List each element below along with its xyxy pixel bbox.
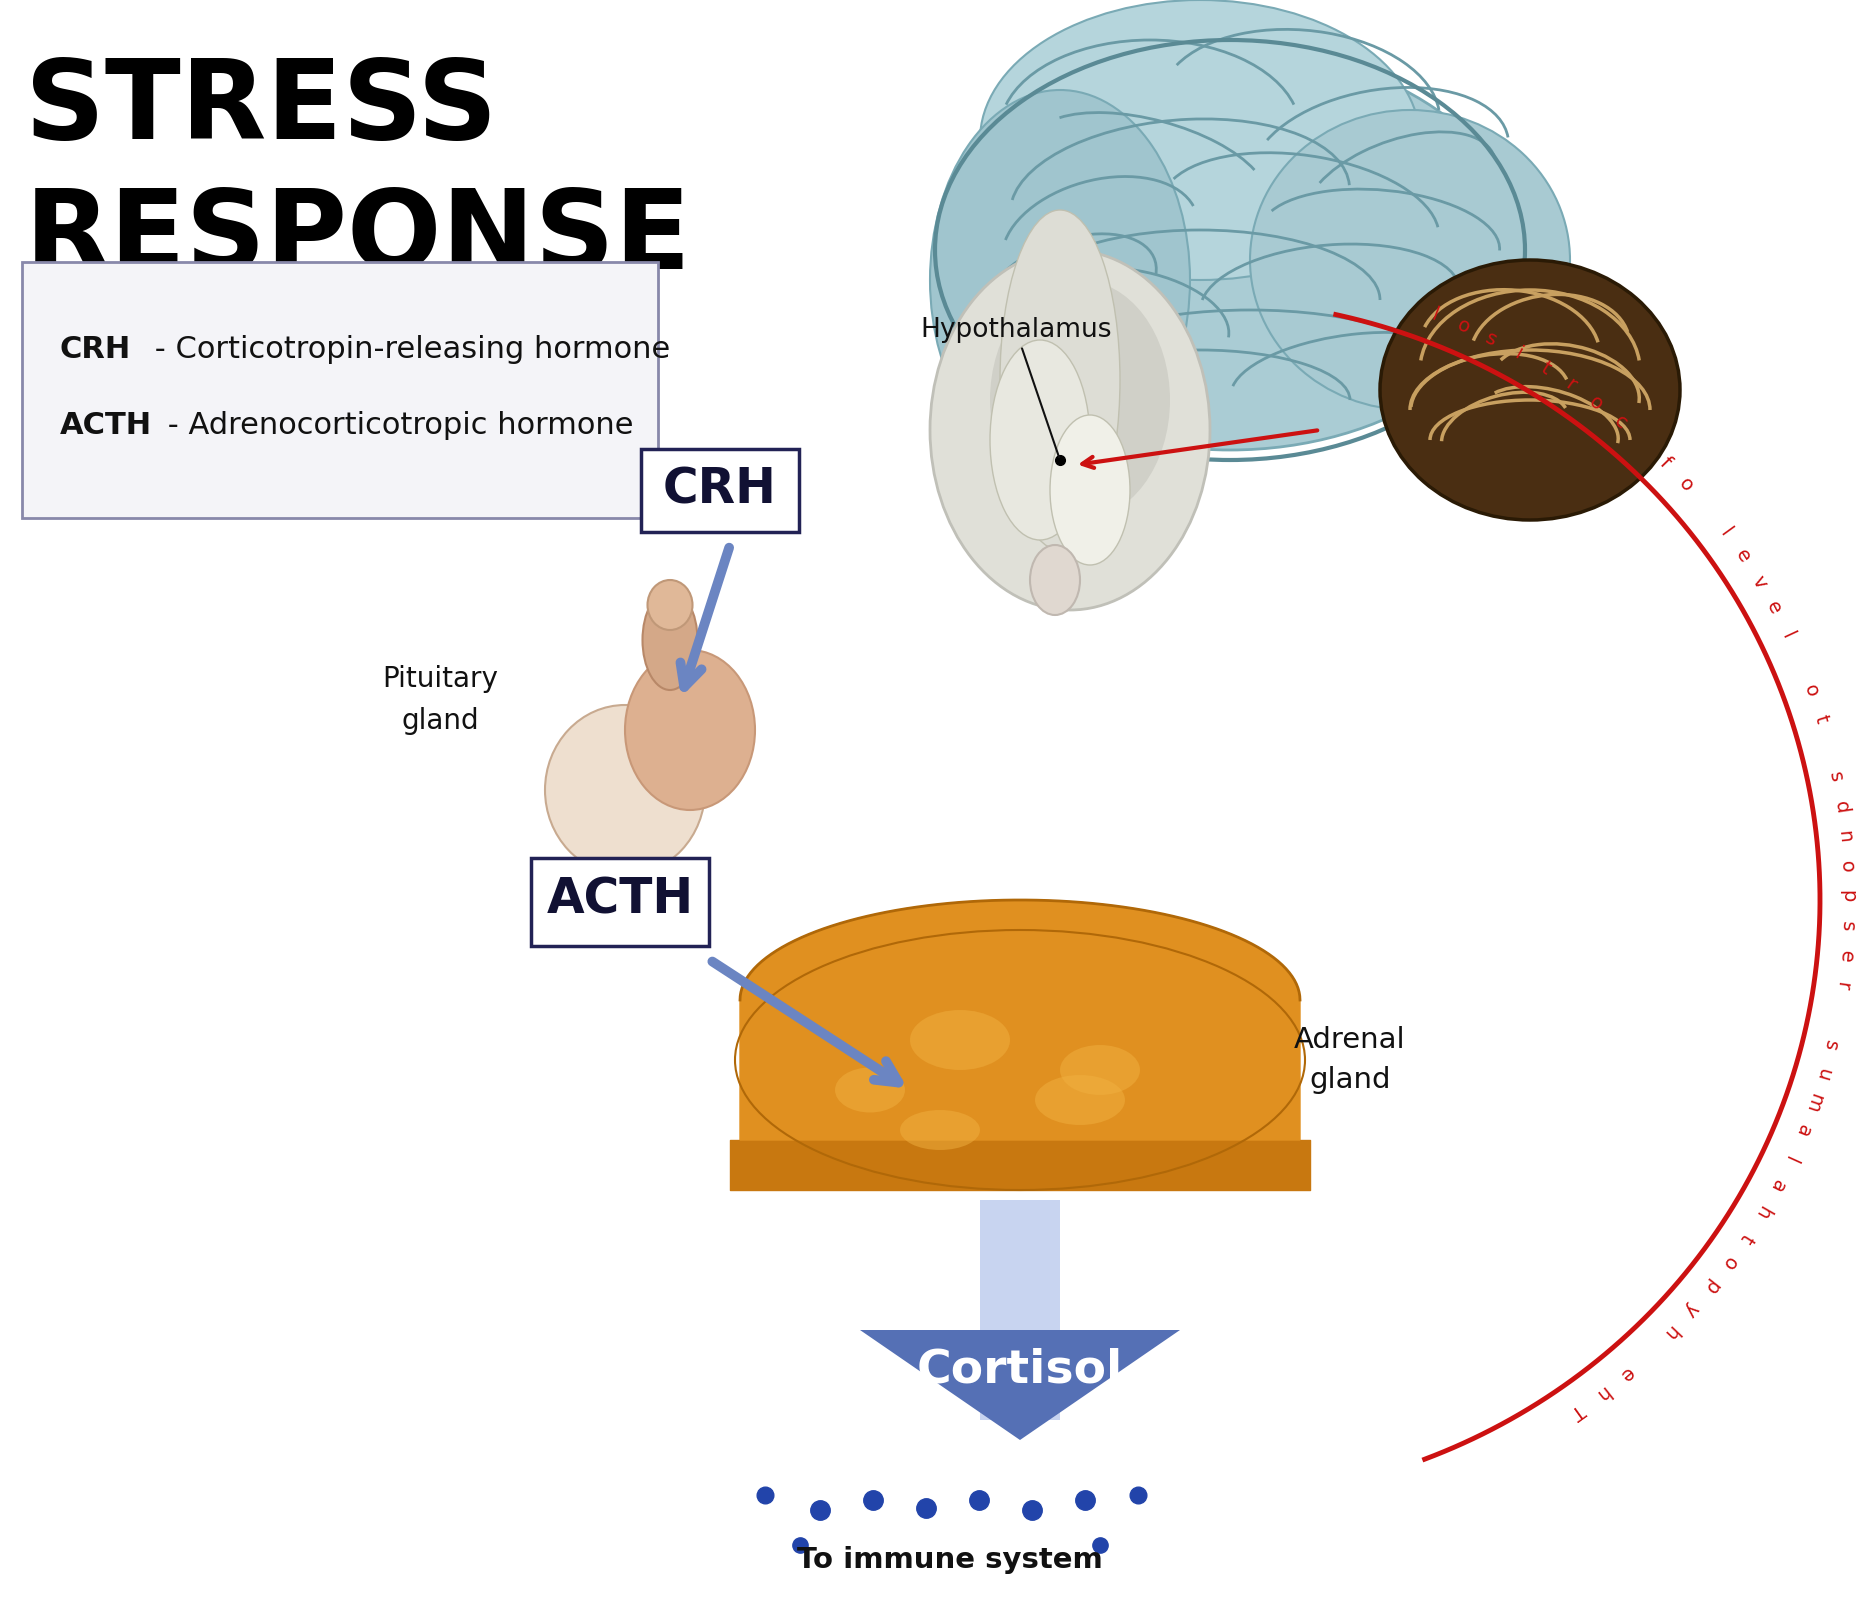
Ellipse shape <box>1060 1045 1140 1095</box>
Polygon shape <box>860 1331 1179 1440</box>
Text: Pituitary
gland: Pituitary gland <box>383 666 498 734</box>
Text: s: s <box>1820 1039 1840 1052</box>
Ellipse shape <box>646 581 693 631</box>
Ellipse shape <box>930 90 1188 469</box>
Text: d: d <box>1829 800 1850 815</box>
Text: a: a <box>1764 1176 1786 1195</box>
Text: CRH: CRH <box>663 466 776 515</box>
Text: To immune system: To immune system <box>797 1545 1103 1574</box>
Text: o: o <box>1799 682 1822 700</box>
Ellipse shape <box>1034 1074 1123 1124</box>
Text: e: e <box>1835 950 1855 963</box>
Ellipse shape <box>624 650 754 810</box>
Ellipse shape <box>990 300 1188 581</box>
Text: - Corticotropin-releasing hormone: - Corticotropin-releasing hormone <box>145 336 670 365</box>
Text: v: v <box>1747 573 1770 592</box>
Text: CRH: CRH <box>59 336 132 365</box>
Text: r: r <box>1562 376 1578 395</box>
Ellipse shape <box>940 50 1519 450</box>
FancyBboxPatch shape <box>531 858 709 945</box>
Ellipse shape <box>1049 415 1129 565</box>
Text: h: h <box>1749 1202 1773 1223</box>
Ellipse shape <box>834 1068 904 1113</box>
Text: e: e <box>1731 547 1753 566</box>
Text: RESPONSE: RESPONSE <box>24 185 691 292</box>
Text: n: n <box>1833 829 1853 844</box>
Text: p: p <box>1837 890 1857 903</box>
Text: t: t <box>1809 713 1829 726</box>
Text: o: o <box>1718 1252 1740 1273</box>
Text: l: l <box>1714 524 1733 539</box>
Text: m: m <box>1799 1090 1824 1115</box>
Text: e: e <box>1614 1363 1636 1384</box>
Text: ACTH: ACTH <box>546 876 693 924</box>
Text: t: t <box>1734 1229 1755 1245</box>
Text: o: o <box>1675 474 1697 495</box>
Text: i: i <box>1512 344 1525 363</box>
Text: o: o <box>1454 315 1473 337</box>
Text: e: e <box>1762 598 1785 618</box>
Text: l: l <box>1428 305 1439 324</box>
Text: f: f <box>1655 453 1673 473</box>
Text: p: p <box>1699 1276 1721 1297</box>
Ellipse shape <box>643 590 696 690</box>
Text: r: r <box>1831 981 1851 992</box>
Ellipse shape <box>990 281 1170 519</box>
Text: s: s <box>1824 771 1844 784</box>
Text: l: l <box>1777 629 1796 642</box>
Text: SYSTEM: SYSTEM <box>24 315 527 423</box>
Ellipse shape <box>544 705 704 874</box>
Ellipse shape <box>979 0 1419 281</box>
Ellipse shape <box>990 340 1090 540</box>
Ellipse shape <box>899 1110 979 1150</box>
FancyBboxPatch shape <box>979 1200 1060 1419</box>
Text: ACTH: ACTH <box>59 410 152 439</box>
Text: y: y <box>1679 1300 1701 1321</box>
Text: Cortisol: Cortisol <box>916 1347 1122 1392</box>
FancyBboxPatch shape <box>641 448 799 532</box>
FancyBboxPatch shape <box>22 261 657 518</box>
Text: Hypothalamus: Hypothalamus <box>919 318 1110 458</box>
Ellipse shape <box>999 210 1120 550</box>
Text: o: o <box>1584 392 1606 415</box>
Text: o: o <box>1837 860 1855 873</box>
Text: s: s <box>1837 921 1857 932</box>
Ellipse shape <box>930 250 1209 610</box>
Text: STRESS: STRESS <box>24 55 498 161</box>
Text: s: s <box>1482 329 1499 350</box>
Text: l: l <box>1779 1152 1799 1165</box>
Text: Adrenal
gland: Adrenal gland <box>1294 1026 1406 1094</box>
Ellipse shape <box>1250 110 1569 410</box>
Ellipse shape <box>1029 545 1079 615</box>
Text: t: t <box>1536 358 1552 379</box>
Text: h: h <box>1590 1382 1612 1403</box>
Polygon shape <box>739 900 1300 1140</box>
Text: u: u <box>1811 1066 1833 1082</box>
Text: c: c <box>1608 411 1629 432</box>
Ellipse shape <box>1380 260 1679 519</box>
Text: T: T <box>1565 1400 1586 1423</box>
Text: - Adrenocorticotropic hormone: - Adrenocorticotropic hormone <box>158 410 633 439</box>
Ellipse shape <box>910 1010 1010 1069</box>
Text: a: a <box>1790 1123 1812 1140</box>
Text: h: h <box>1658 1321 1681 1344</box>
